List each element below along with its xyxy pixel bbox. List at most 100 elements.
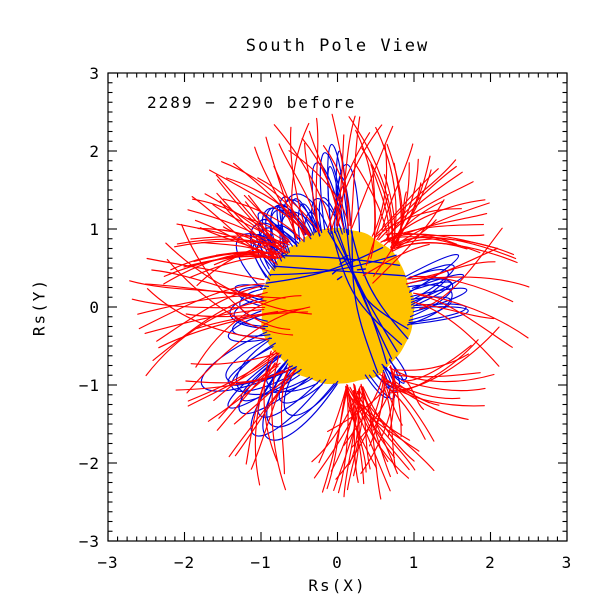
x-tick-label: −3 bbox=[97, 553, 119, 572]
open-field-line bbox=[146, 257, 265, 281]
open-field-line bbox=[175, 368, 293, 391]
open-field-line bbox=[195, 295, 302, 368]
open-field-line bbox=[254, 146, 299, 241]
closed-loop bbox=[233, 297, 269, 328]
rotation-range-annotation: 2289 − 2290 before bbox=[147, 93, 357, 112]
open-field-line bbox=[192, 198, 289, 244]
open-field-line bbox=[372, 380, 386, 431]
closed-loop bbox=[283, 369, 339, 416]
open-field-line bbox=[362, 243, 430, 277]
open-field-line bbox=[280, 368, 290, 475]
x-tick-label: 2 bbox=[485, 553, 496, 572]
open-field-line bbox=[376, 159, 457, 241]
chart-title: South Pole View bbox=[245, 36, 430, 56]
open-field-line bbox=[411, 261, 496, 280]
open-field-line bbox=[247, 218, 289, 241]
closed-loop bbox=[227, 313, 273, 343]
open-field-line bbox=[392, 242, 468, 252]
disk-face-arc bbox=[346, 228, 409, 330]
disk-face-arc bbox=[333, 229, 398, 353]
closed-loop bbox=[319, 152, 348, 234]
open-field-line bbox=[187, 209, 279, 249]
open-field-line bbox=[190, 235, 290, 246]
x-tick-label: 3 bbox=[561, 553, 573, 572]
open-field-line bbox=[358, 388, 435, 472]
open-field-line bbox=[419, 227, 503, 310]
open-field-line bbox=[393, 202, 490, 247]
open-field-line bbox=[406, 247, 499, 285]
open-field-line bbox=[345, 389, 420, 452]
open-field-line bbox=[265, 136, 298, 238]
open-field-line bbox=[174, 240, 286, 249]
x-tick-label: 0 bbox=[332, 553, 343, 572]
open-field-line bbox=[393, 238, 515, 256]
open-field-line bbox=[389, 365, 402, 438]
open-field-line bbox=[386, 143, 403, 245]
open-field-line bbox=[370, 166, 376, 259]
open-field-line bbox=[216, 362, 277, 431]
closed-loop bbox=[265, 206, 312, 266]
x-tick-label: −2 bbox=[173, 553, 196, 572]
open-field-line bbox=[398, 234, 485, 246]
axes bbox=[107, 72, 568, 542]
y-tick-label: 0 bbox=[89, 298, 100, 317]
open-field-line bbox=[288, 150, 350, 226]
disk-face-arc bbox=[336, 228, 393, 360]
open-field-line bbox=[187, 352, 280, 407]
open-field-line bbox=[387, 365, 395, 438]
open-field-line bbox=[271, 354, 287, 491]
open-field-line bbox=[226, 177, 311, 238]
closed-loop bbox=[250, 234, 286, 271]
open-field-line bbox=[404, 344, 472, 382]
open-field-line bbox=[222, 226, 274, 253]
disk-face-arc bbox=[351, 231, 379, 374]
closed-loop bbox=[239, 287, 268, 322]
y-tick-label: 2 bbox=[89, 142, 100, 161]
open-field-line bbox=[318, 387, 347, 464]
open-field-line bbox=[222, 198, 304, 241]
disk-face-arc bbox=[331, 230, 403, 346]
open-field-line bbox=[145, 300, 267, 377]
open-field-line bbox=[381, 379, 461, 400]
x-tick-label: 1 bbox=[408, 553, 420, 572]
open-field-line bbox=[250, 365, 291, 470]
open-field-line bbox=[209, 169, 310, 237]
closed-loop bbox=[231, 342, 300, 392]
y-tick-label: 1 bbox=[89, 220, 100, 239]
open-field-line bbox=[321, 384, 349, 493]
open-field-line bbox=[185, 311, 309, 318]
closed-loop bbox=[405, 278, 454, 318]
open-field-line bbox=[144, 283, 286, 299]
open-field-line bbox=[392, 158, 419, 244]
closed-loop bbox=[250, 363, 327, 437]
open-field-line bbox=[156, 285, 262, 342]
open-field-line bbox=[278, 143, 320, 232]
open-field-line bbox=[186, 306, 311, 394]
open-field-line bbox=[194, 219, 272, 259]
closed-loop bbox=[409, 281, 452, 307]
disk-face-dash bbox=[331, 269, 338, 275]
x-axis-label: Rs(X) bbox=[308, 576, 367, 595]
open-field-line bbox=[218, 362, 281, 419]
open-field-line bbox=[395, 353, 470, 371]
open-field-line bbox=[245, 362, 276, 465]
open-field-line bbox=[322, 145, 351, 227]
open-field-line bbox=[163, 252, 275, 285]
open-field-line bbox=[204, 193, 283, 248]
sun-disk bbox=[261, 227, 415, 384]
open-field-line bbox=[349, 390, 411, 441]
closed-loop bbox=[382, 356, 407, 381]
open-field-line bbox=[394, 219, 437, 249]
open-field-line bbox=[313, 391, 364, 479]
open-field-line bbox=[257, 177, 320, 233]
y-tick-label: −1 bbox=[78, 376, 100, 395]
open-field-line bbox=[383, 387, 396, 468]
open-field-line bbox=[131, 298, 266, 309]
open-field-line bbox=[207, 365, 279, 422]
y-tick-label: 3 bbox=[89, 64, 100, 83]
open-field-line bbox=[221, 161, 311, 235]
open-field-line bbox=[401, 380, 486, 392]
disk-foreground-lines bbox=[265, 228, 409, 374]
open-field-line bbox=[196, 310, 279, 330]
